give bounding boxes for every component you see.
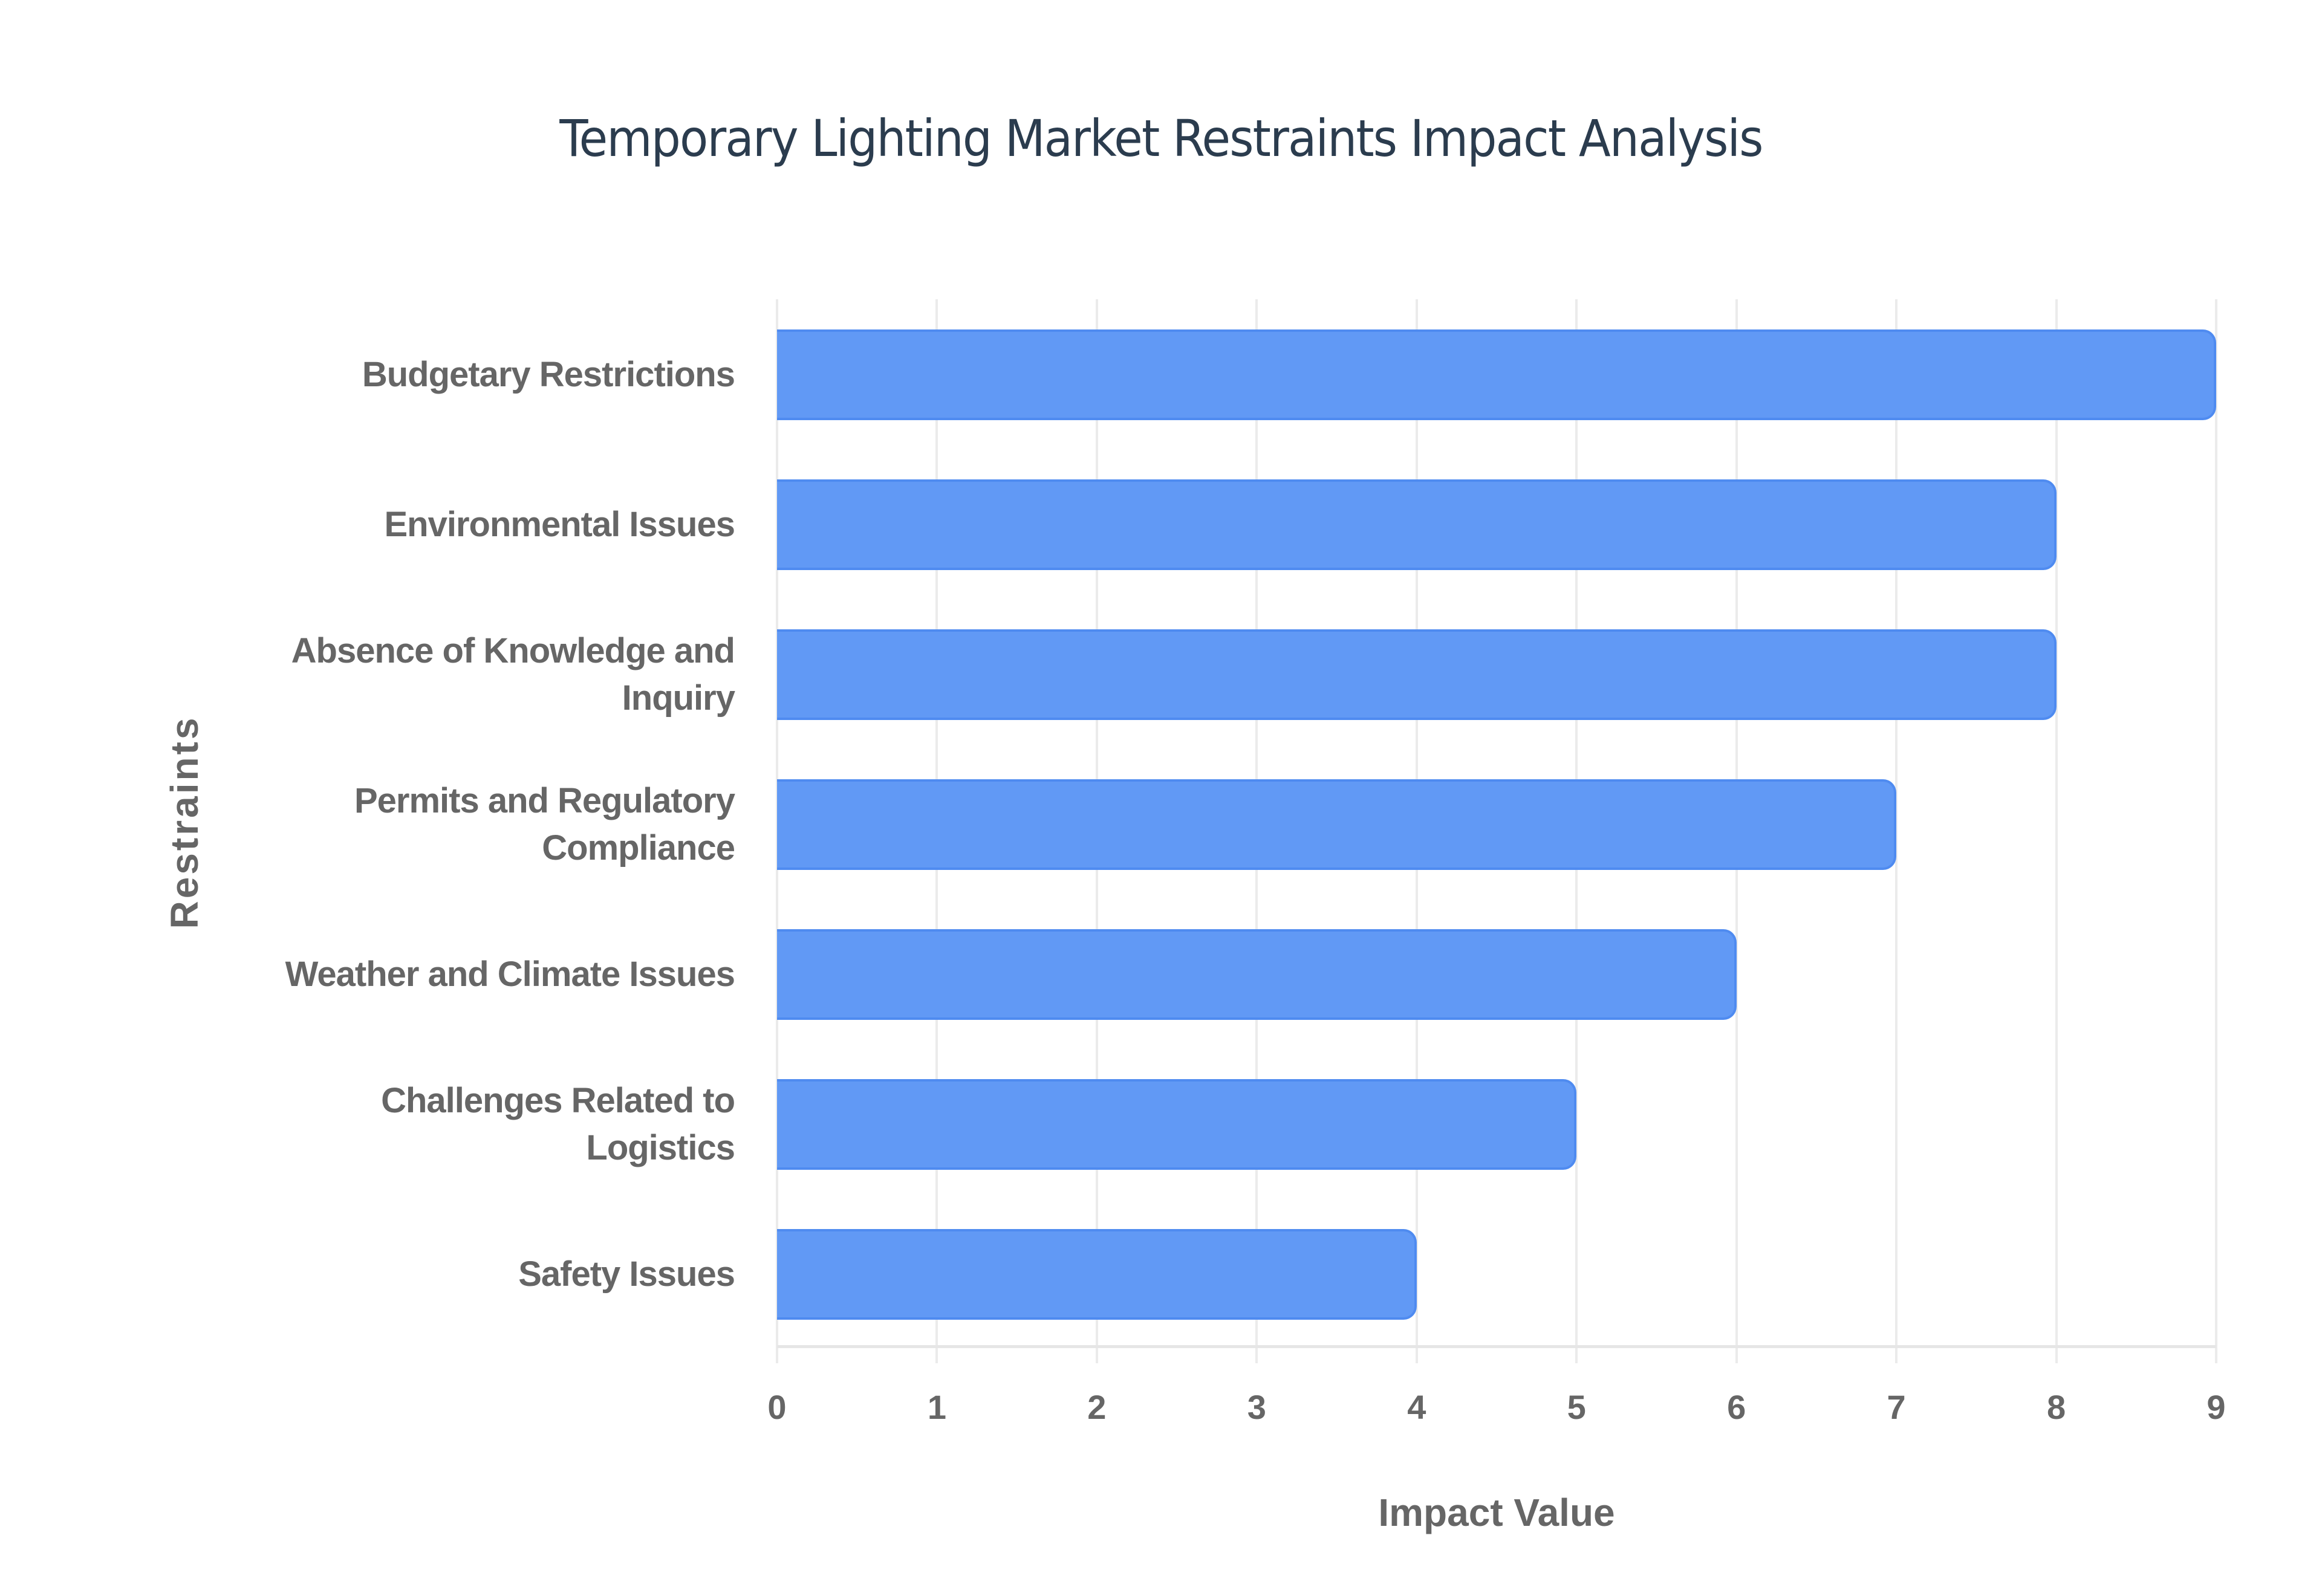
x-axis-line xyxy=(777,1345,2216,1348)
x-tick-label: 1 xyxy=(927,1388,947,1426)
bar[interactable] xyxy=(777,629,2057,720)
y-category-label: Absence of Knowledge and Inquiry xyxy=(291,631,735,718)
x-tick-label: 3 xyxy=(1247,1388,1266,1426)
bar[interactable] xyxy=(777,929,1737,1020)
bar[interactable] xyxy=(777,479,2057,570)
x-tick-label: 8 xyxy=(2046,1388,2066,1426)
x-axis-title: Impact Value xyxy=(1378,1491,1615,1534)
x-tick-label: 0 xyxy=(767,1388,787,1426)
bar[interactable] xyxy=(777,1229,1417,1320)
bar[interactable] xyxy=(777,1079,1577,1170)
y-category-label: Budgetary Restrictions xyxy=(362,355,735,394)
x-tick-label: 7 xyxy=(1887,1388,1906,1426)
y-category-label: Safety Issues xyxy=(518,1254,735,1294)
x-tick-label: 4 xyxy=(1407,1388,1426,1426)
x-tick-label: 6 xyxy=(1727,1388,1746,1426)
y-category-label: Permits and Regulatory Compliance xyxy=(354,781,735,868)
x-tick-label: 9 xyxy=(2207,1388,2226,1426)
bar[interactable] xyxy=(777,329,2216,420)
y-category-label: Environmental Issues xyxy=(384,505,735,544)
y-category-label: Weather and Climate Issues xyxy=(285,955,735,994)
x-tick-label: 5 xyxy=(1567,1388,1586,1426)
plot-area xyxy=(776,299,2217,1363)
x-tick-label: 2 xyxy=(1087,1388,1107,1426)
gridline xyxy=(2055,299,2058,1363)
bar[interactable] xyxy=(777,779,1897,870)
gridline xyxy=(1895,299,1898,1363)
gridline xyxy=(2215,299,2217,1363)
y-category-label: Challenges Related to Logistics xyxy=(381,1081,735,1167)
chart-title: Temporary Lighting Market Restraints Imp… xyxy=(559,109,1763,168)
